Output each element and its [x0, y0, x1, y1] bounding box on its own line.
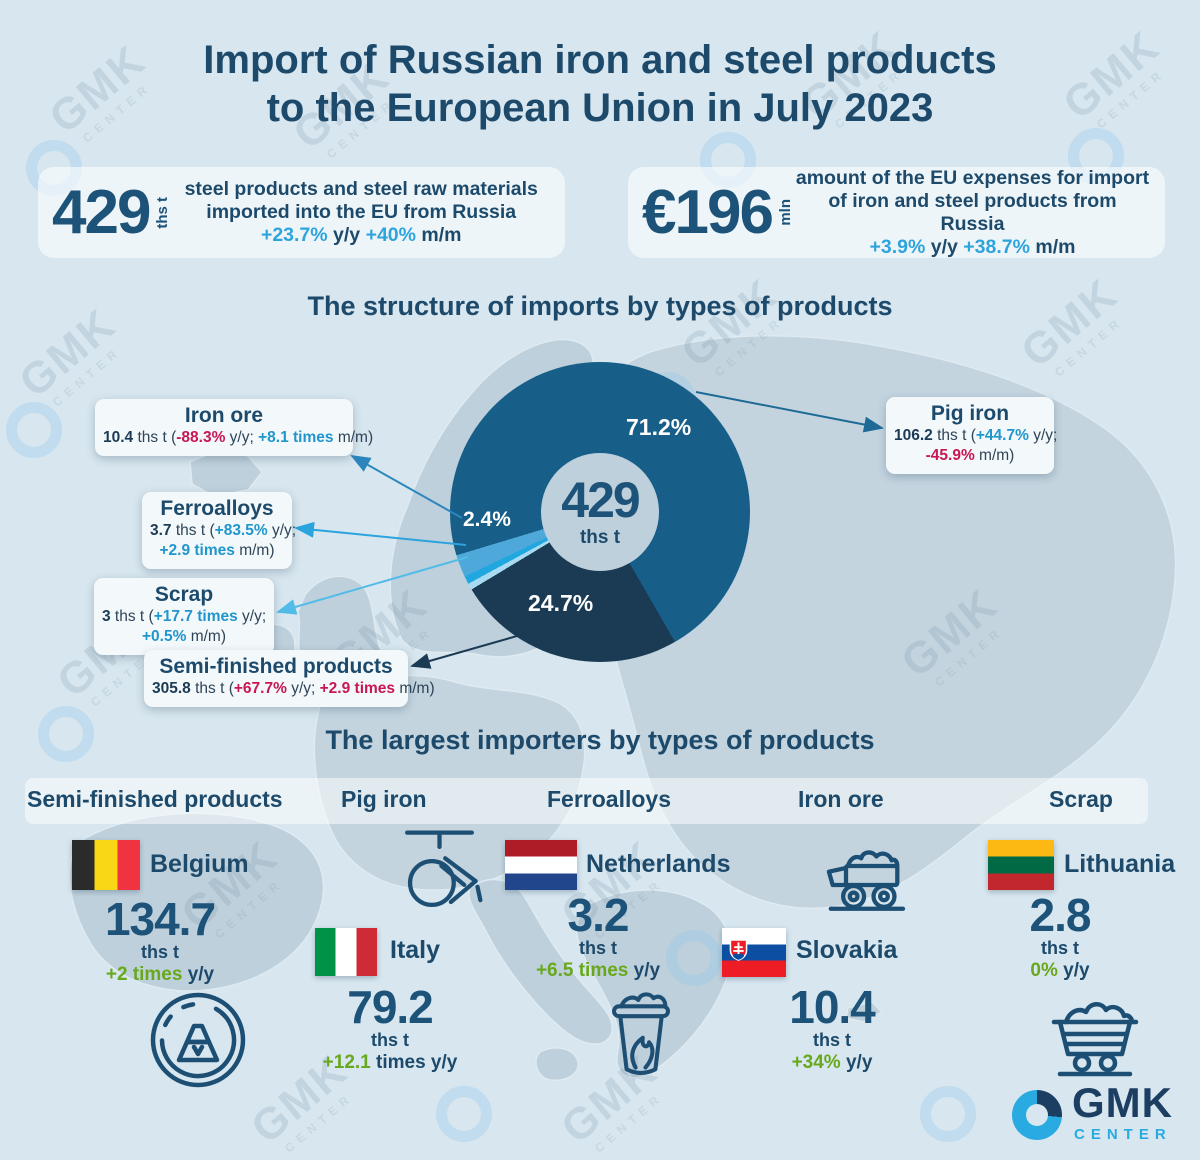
callout-ferroalloys-title: Ferroalloys [160, 497, 274, 520]
stat-expenses-description: amount of the EU expenses for import of … [794, 167, 1151, 259]
stat-expenses-growth: +3.9% y/y +38.7% m/m [869, 235, 1076, 258]
scrap-cart-icon [1040, 984, 1150, 1079]
stat-volume-unit: ths t [154, 196, 172, 229]
stat-expenses-value-wrap: €196 mln [642, 177, 794, 247]
importers-header-band [25, 778, 1148, 824]
callout-pig-iron-title: Pig iron [930, 402, 1010, 425]
page-title-line2: to the European Union in July 2023 [266, 86, 934, 130]
netherlands-unit: ths t [579, 938, 617, 958]
callout-scrap: Scrap 3 ths t (+17.7 times y/y; +0.5% m/… [94, 578, 274, 655]
column-header-pig-iron: Pig iron [341, 786, 427, 812]
gmk-logo-hole [1026, 1104, 1048, 1126]
callout-iron-ore-data: 10.4 ths t (-88.3% y/y; +8.1 times m/m) [103, 428, 374, 446]
belgium-flag [72, 840, 140, 890]
callout-semi-finished-title: Semi-finished products [159, 655, 393, 678]
column-header-ferroalloys: Ferroalloys [547, 786, 671, 812]
callout-scrap-title: Scrap [154, 583, 214, 606]
pie-label-2-4: 2.4% [463, 508, 511, 531]
slovakia-unit: ths t [813, 1030, 851, 1050]
country-italy: Italy [390, 936, 441, 964]
lithuania-flag [988, 840, 1054, 890]
lithuania-unit: ths t [1041, 938, 1079, 958]
gmk-watermark-ring [6, 402, 62, 458]
belgium-change: +2 times y/y [105, 964, 215, 985]
callout-pig-iron-data-line1: 106.2 ths t (+44.7% y/y; [894, 426, 1058, 444]
italy-flag [315, 928, 377, 976]
gmk-watermark-ring [920, 1086, 976, 1142]
stat-expenses-desc-line2: of iron and steel products from Russia [828, 189, 1117, 235]
page-title-line1: Import of Russian iron and steel product… [203, 38, 997, 82]
ingots-icon [148, 990, 248, 1090]
gmk-watermark-ring [436, 1086, 492, 1142]
stat-volume-desc-line2: imported into the EU from Russia [206, 201, 517, 223]
country-slovakia: Slovakia [796, 936, 898, 964]
pie-center: 429 ths t [541, 453, 659, 571]
gmk-logo-subtitle: CENTER [1074, 1126, 1172, 1143]
slovakia-flag [722, 928, 786, 977]
column-header-iron-ore: Iron ore [798, 786, 884, 812]
country-belgium: Belgium [150, 850, 249, 878]
callout-pig-iron: Pig iron 106.2 ths t (+44.7% y/y; -45.9%… [886, 397, 1058, 474]
column-header-semi-finished: Semi-finished products [27, 786, 283, 812]
pie-center-total: 429 [561, 472, 640, 528]
slovakia-value: 10.4 [789, 981, 876, 1033]
stat-volume-value: 429 [52, 177, 151, 247]
callout-scrap-data-line1: 3 ths t (+17.7 times y/y; [102, 607, 267, 625]
slovakia-emblem [729, 939, 748, 961]
page-title: Import of Russian iron and steel product… [0, 36, 1200, 132]
country-netherlands: Netherlands [586, 850, 731, 878]
callout-pig-iron-data-line2: -45.9% m/m) [925, 446, 1015, 464]
gmk-watermark-ring [666, 930, 722, 986]
italy-value: 79.2 [347, 981, 434, 1033]
callout-iron-ore: Iron ore 10.4 ths t (-88.3% y/y; +8.1 ti… [95, 399, 374, 456]
netherlands-value: 3.2 [567, 889, 630, 941]
section-title-importers: The largest importers by types of produc… [325, 725, 875, 755]
gmk-watermark-ring [38, 706, 94, 762]
italy-unit: ths t [371, 1030, 409, 1050]
gmk-logo-name: GMK [1072, 1079, 1173, 1126]
netherlands-flag [505, 840, 577, 890]
stat-volume-growth: +23.7% y/y +40% m/m [260, 224, 462, 246]
stat-expenses-value: €196 [642, 177, 774, 247]
callout-ferroalloys-data-line1: 3.7 ths t (+83.5% y/y; [150, 521, 297, 539]
lithuania-change: 0% y/y [1030, 960, 1090, 981]
column-header-scrap: Scrap [1049, 786, 1113, 812]
stat-volume-value-wrap: 429 ths t [52, 177, 172, 247]
dump-truck-icon [815, 828, 915, 923]
callout-scrap-data-line2: +0.5% m/m) [142, 627, 226, 645]
stat-volume-desc-line1: steel products and steel raw materials [184, 178, 538, 200]
map-iceland [189, 449, 263, 497]
slovakia-change: +34% y/y [791, 1052, 873, 1073]
belgium-unit: ths t [141, 942, 179, 962]
callout-ferroalloys: Ferroalloys 3.7 ths t (+83.5% y/y; +2.9 … [142, 492, 297, 569]
crucible-flame-icon [596, 982, 686, 1090]
map-sicily [535, 1047, 579, 1082]
map-cyprus [845, 1001, 884, 1023]
stat-volume-description: steel products and steel raw materials i… [171, 178, 551, 247]
pie-label-24-7: 24.7% [528, 590, 594, 616]
country-lithuania: Lithuania [1064, 850, 1176, 878]
callout-semi-finished-data: 305.8 ths t (+67.7% y/y; +2.9 times m/m) [152, 679, 435, 697]
callout-semi-finished: Semi-finished products 305.8 ths t (+67.… [144, 650, 435, 707]
lithuania-value: 2.8 [1029, 889, 1092, 941]
callout-iron-ore-title: Iron ore [184, 404, 264, 427]
italy-change: +12.1 times y/y [322, 1052, 458, 1073]
section-title-structure: The structure of imports by types of pro… [307, 291, 893, 321]
netherlands-change: +6.5 times y/y [535, 960, 661, 981]
belgium-value: 134.7 [104, 893, 216, 945]
pie-label-71-2: 71.2% [626, 414, 692, 440]
stat-box-volume: 429 ths t steel products and steel raw m… [38, 167, 565, 258]
stat-box-expenses: €196 mln amount of the EU expenses for i… [628, 167, 1165, 258]
pie-center-unit: ths t [579, 527, 621, 548]
stat-expenses-unit: mln [776, 199, 794, 226]
gmk-logo-icon [1012, 1090, 1062, 1140]
stat-expenses-desc-line1: amount of the EU expenses for import [795, 166, 1150, 189]
callout-ferroalloys-data-line2: +2.9 times m/m) [159, 541, 275, 559]
map-italy [468, 878, 613, 1045]
pig-iron-ladle-icon [392, 826, 487, 921]
